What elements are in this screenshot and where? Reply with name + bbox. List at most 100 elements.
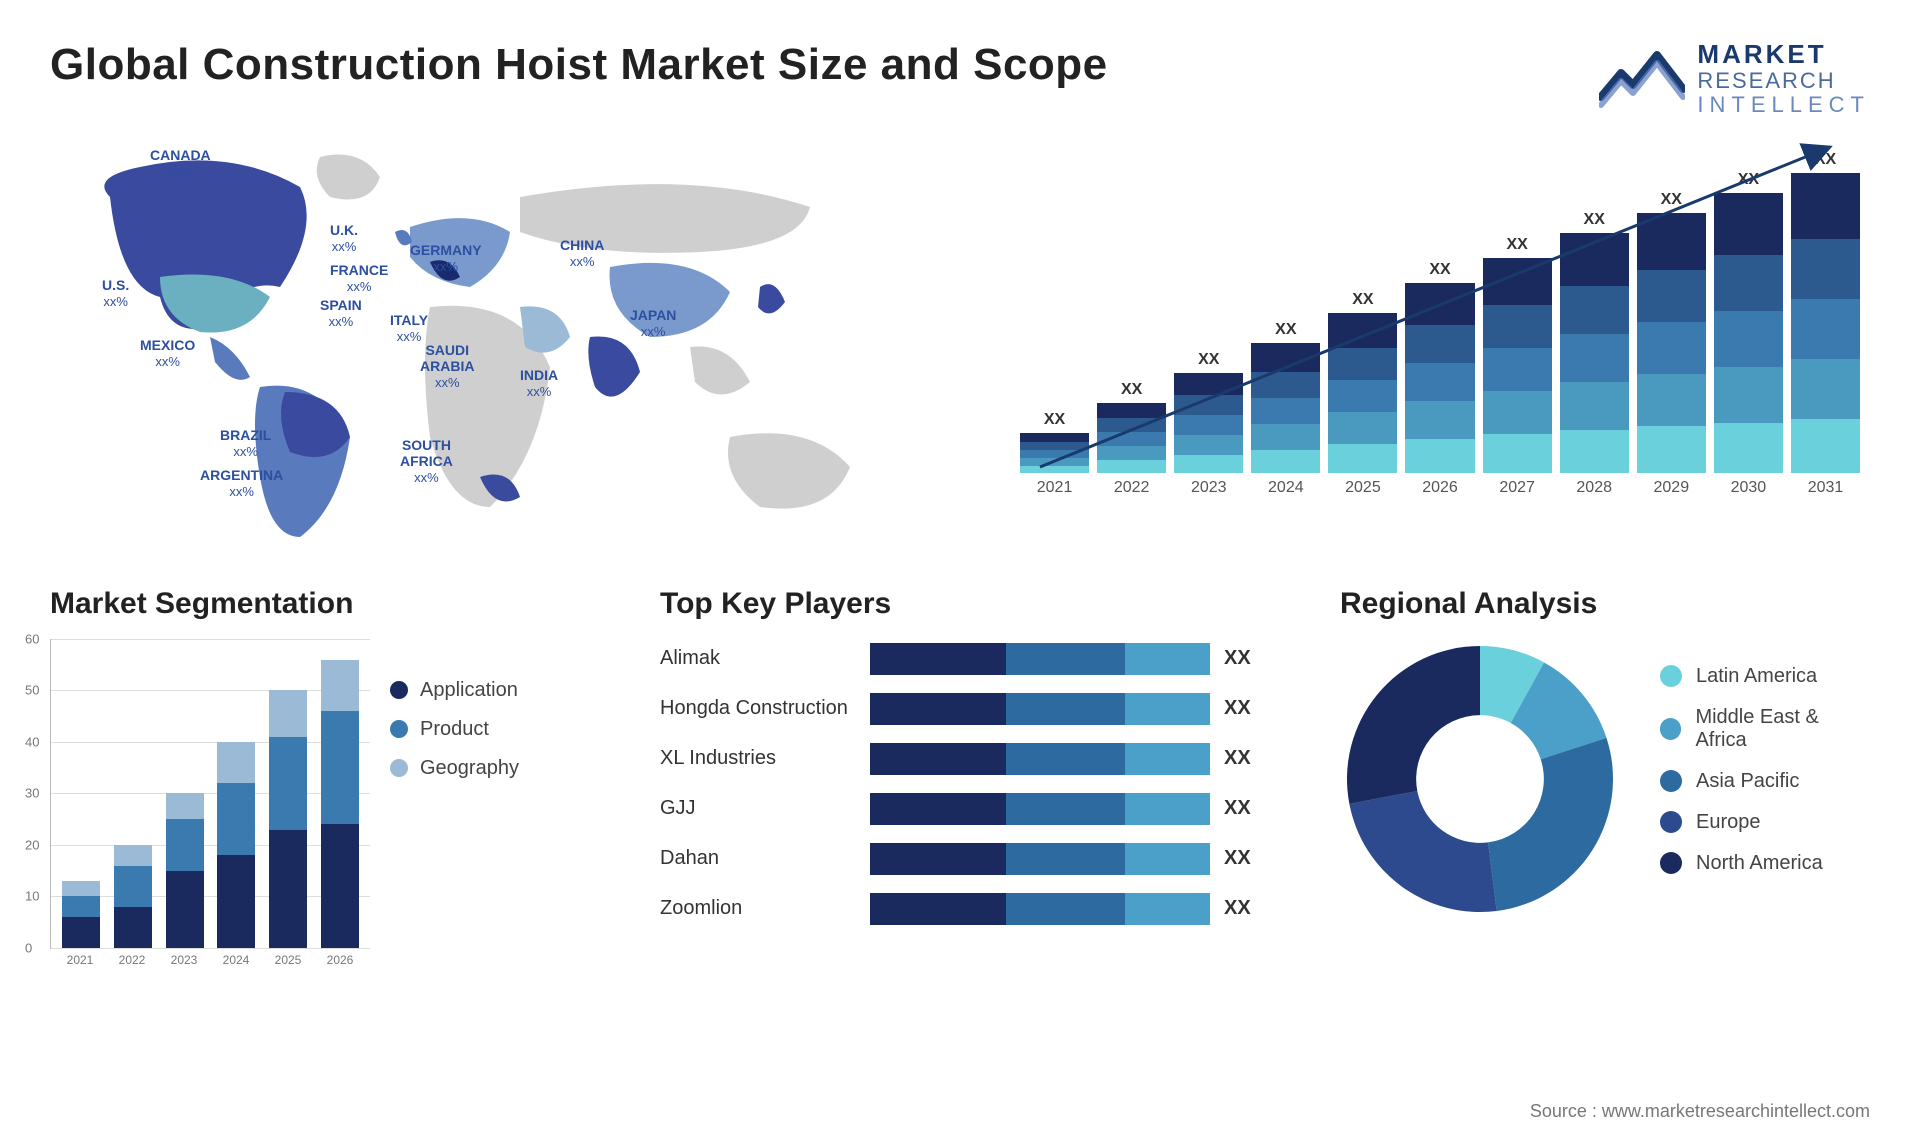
key-player-row: Zoomlion XX [660,889,1290,929]
growth-bar-year: 2024 [1268,479,1304,497]
seg-xlabel: 2024 [223,953,250,967]
seg-xlabel: 2026 [327,953,354,967]
top-section: CANADAxx% U.S.xx% MEXICOxx% BRAZILxx% ARGENT… [50,137,1870,557]
growth-bar-year: 2029 [1654,479,1690,497]
map-country-label: U.S.xx% [102,277,129,310]
key-player-bar [870,693,1210,725]
map-country-label: ARGENTINAxx% [200,467,283,500]
key-player-value: XX [1224,897,1251,920]
brand-logo: MARKET RESEARCH INTELLECT [1599,40,1870,117]
map-country-label: BRAZILxx% [220,427,271,460]
growth-bar-value: XX [1198,351,1219,369]
map-country-label: SAUDIARABIAxx% [420,342,474,391]
key-player-name: Zoomlion [660,897,870,920]
key-player-row: Hongda Construction XX [660,689,1290,729]
segmentation-title: Market Segmentation [50,587,610,621]
seg-legend-item: Application [390,679,610,702]
regional-legend: Latin AmericaMiddle East & AfricaAsia Pa… [1660,665,1870,893]
growth-bar: XX 2022 [1097,381,1166,497]
key-player-row: Dahan XX [660,839,1290,879]
growth-bar-year: 2026 [1422,479,1458,497]
key-player-bar [870,643,1210,675]
map-country-label: ITALYxx% [390,312,428,345]
key-player-bar [870,843,1210,875]
key-players-panel: Top Key Players AlimakXXHongda Construct… [660,587,1290,967]
key-player-name: Hongda Construction [660,697,870,720]
map-country-label: CANADAxx% [150,147,211,180]
growth-bar-value: XX [1506,236,1527,254]
growth-bar-value: XX [1121,381,1142,399]
seg-xlabel: 2025 [275,953,302,967]
key-player-name: Alimak [660,647,870,670]
growth-bar-value: XX [1738,171,1759,189]
seg-bar [62,881,100,948]
growth-bar: XX 2026 [1405,261,1474,497]
growth-bar-year: 2030 [1731,479,1767,497]
regional-title: Regional Analysis [1340,587,1597,621]
key-player-value: XX [1224,747,1251,770]
map-country-label: INDIAxx% [520,367,558,400]
map-country-label: MEXICOxx% [140,337,195,370]
key-player-row: XL Industries XX [660,739,1290,779]
map-country-label: SOUTHAFRICAxx% [400,437,453,486]
key-player-bar [870,743,1210,775]
growth-bar-year: 2022 [1114,479,1150,497]
growth-bar: XX2031 [1791,151,1860,497]
map-country-label: CHINAxx% [560,237,604,270]
key-player-value: XX [1224,847,1251,870]
seg-bar [166,793,204,948]
key-player-bar [870,793,1210,825]
growth-bar-year: 2031 [1808,479,1844,497]
key-player-name: Dahan [660,847,870,870]
bottom-section: Market Segmentation 0102030405060 202120… [50,587,1870,967]
growth-bar-value: XX [1275,321,1296,339]
world-map-panel: CANADAxx% U.S.xx% MEXICOxx% BRAZILxx% ARGENT… [50,137,970,557]
page-title: Global Construction Hoist Market Size an… [50,40,1108,90]
key-player-value: XX [1224,697,1251,720]
seg-legend-item: Product [390,718,610,741]
growth-bar-value: XX [1661,191,1682,209]
key-player-value: XX [1224,797,1251,820]
growth-bar-value: XX [1352,291,1373,309]
seg-xlabel: 2022 [119,953,146,967]
growth-bar-value: XX [1429,261,1450,279]
seg-xlabel: 2023 [171,953,198,967]
seg-ytick: 10 [25,889,39,904]
seg-xlabel: 2021 [67,953,94,967]
growth-bar-year: 2027 [1499,479,1535,497]
map-country-label: JAPANxx% [630,307,676,340]
key-players-title: Top Key Players [660,587,1290,621]
key-player-value: XX [1224,647,1251,670]
seg-bar [217,742,255,948]
map-country-label: SPAINxx% [320,297,362,330]
growth-bar: XX 2028 [1560,211,1629,497]
segmentation-chart: 0102030405060 202120222023202420252026 [50,639,370,967]
growth-bar: XX2025 [1328,291,1397,497]
growth-bar: XX 2030 [1714,171,1783,497]
seg-ytick: 0 [25,940,32,955]
growth-bar-year: 2023 [1191,479,1227,497]
regional-legend-item: Europe [1660,811,1870,834]
map-country-label: U.K.xx% [330,222,358,255]
growth-bar-year: 2028 [1576,479,1612,497]
seg-ytick: 50 [25,683,39,698]
regional-panel: Regional Analysis Latin AmericaMiddle Ea… [1340,587,1870,967]
map-country-label: GERMANYxx% [410,242,482,275]
seg-bar [269,690,307,948]
segmentation-panel: Market Segmentation 0102030405060 202120… [50,587,610,967]
key-player-name: XL Industries [660,747,870,770]
seg-ytick: 60 [25,631,39,646]
segmentation-legend: Application Product Geography [390,639,610,967]
growth-bar: XX 2023 [1174,351,1243,497]
growth-bar-value: XX [1584,211,1605,229]
seg-ytick: 40 [25,734,39,749]
growth-chart: XX2021XX2022XX2023XX2024XX2025XX2026XX20… [1010,137,1870,557]
map-country-label: FRANCExx% [330,262,388,295]
key-player-name: GJJ [660,797,870,820]
key-player-row: Alimak XX [660,639,1290,679]
regional-donut-chart [1340,639,1620,919]
header: Global Construction Hoist Market Size an… [50,40,1870,117]
seg-legend-item: Geography [390,757,610,780]
seg-ytick: 20 [25,837,39,852]
seg-bar [321,660,359,948]
